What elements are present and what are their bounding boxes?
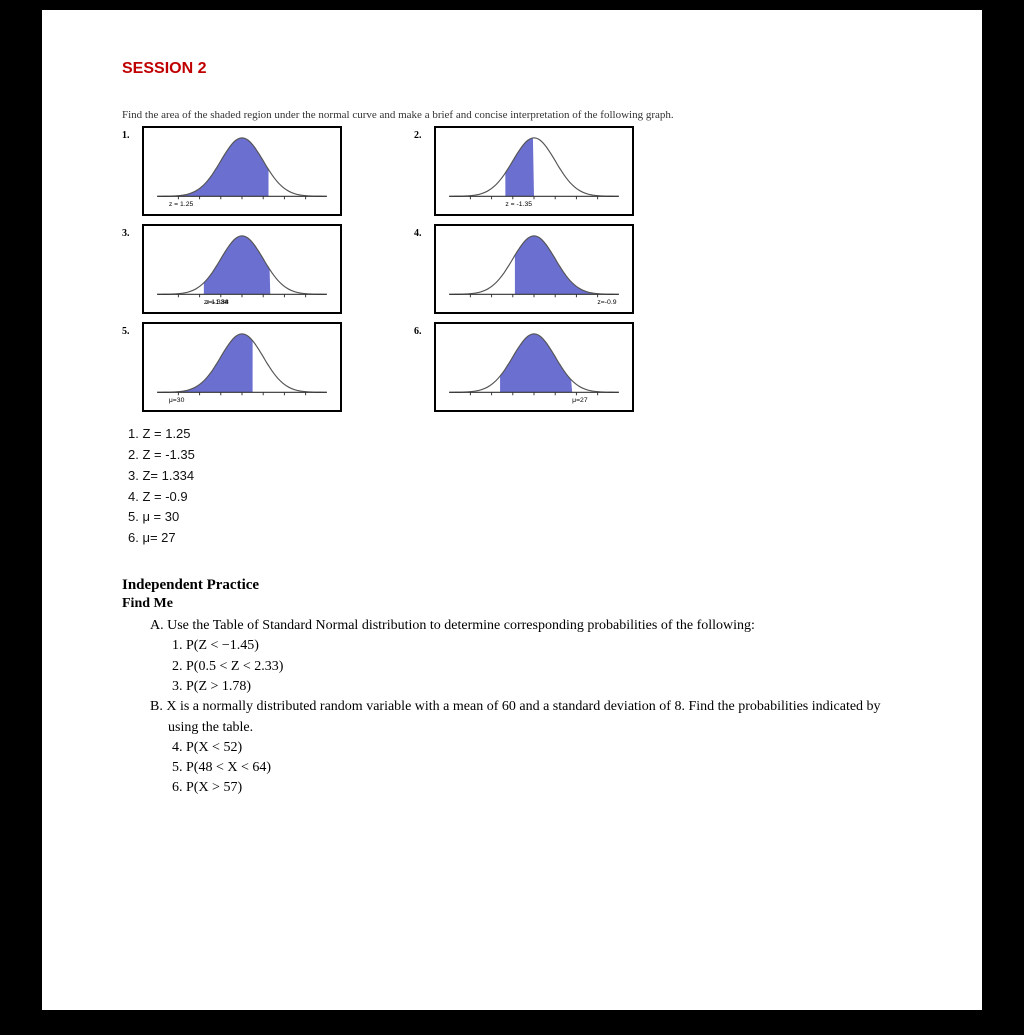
graph-number-6: 6.	[414, 322, 428, 337]
z-item-5: 5. μ = 30	[128, 507, 902, 528]
document-page: SESSION 2 Find the area of the shaded re…	[42, 10, 982, 1010]
instruction-text: Find the area of the shaded region under…	[122, 108, 902, 122]
b-item-5: 5. P(48 < X < 64)	[172, 758, 902, 778]
section-b-lead: B. X is a normally distributed random va…	[150, 697, 902, 738]
find-me-subheading: Find Me	[122, 596, 902, 612]
z-item-3: 3. Z= 1.334	[128, 466, 902, 487]
graph-box-2: z = -1.35	[434, 126, 634, 216]
section-b: B. X is a normally distributed random va…	[150, 697, 902, 798]
svg-text:z = 1.25: z = 1.25	[169, 201, 194, 208]
z-list: 1. Z = 1.25 2. Z = -1.35 3. Z= 1.334 4. …	[128, 424, 902, 549]
svg-text:μ=27: μ=27	[572, 397, 588, 404]
graph-box-3: z=1.334z=-1.88	[142, 224, 342, 314]
b-item-4: 4. P(X < 52)	[172, 738, 902, 758]
graphs-grid: 1. z = 1.25 2. z = -1.35 3. z=1.334z=-1.…	[122, 126, 902, 412]
section-a: A. Use the Table of Standard Normal dist…	[150, 616, 902, 697]
svg-text:z = -1.35: z = -1.35	[505, 201, 532, 208]
practice-heading: Independent Practice	[122, 577, 902, 594]
graph-box-6: μ=27	[434, 322, 634, 412]
practice-section: Independent Practice Find Me A. Use the …	[122, 577, 902, 799]
a-item-3: 3. P(Z > 1.78)	[172, 677, 902, 697]
graph-number-1: 1.	[122, 126, 136, 141]
graph-number-4: 4.	[414, 224, 428, 239]
z-item-1: 1. Z = 1.25	[128, 424, 902, 445]
z-item-4: 4. Z = -0.9	[128, 487, 902, 508]
a-item-2: 2. P(0.5 < Z < 2.33)	[172, 657, 902, 677]
svg-text:μ=30: μ=30	[169, 397, 185, 404]
a-item-1: 1. P(Z < −1.45)	[172, 636, 902, 656]
svg-text:z=-0.9: z=-0.9	[597, 299, 616, 306]
z-item-2: 2. Z = -1.35	[128, 445, 902, 466]
graph-box-4: z=-0.9	[434, 224, 634, 314]
b-item-6: 6. P(X > 57)	[172, 778, 902, 798]
graph-number-2: 2.	[414, 126, 428, 141]
graph-box-5: μ=30	[142, 322, 342, 412]
section-a-lead: A. Use the Table of Standard Normal dist…	[150, 616, 902, 636]
graph-number-3: 3.	[122, 224, 136, 239]
session-title: SESSION 2	[122, 60, 902, 78]
graph-box-1: z = 1.25	[142, 126, 342, 216]
graph-number-5: 5.	[122, 322, 136, 337]
z-item-6: 6. μ= 27	[128, 528, 902, 549]
svg-text:z=-1.88: z=-1.88	[206, 299, 229, 306]
